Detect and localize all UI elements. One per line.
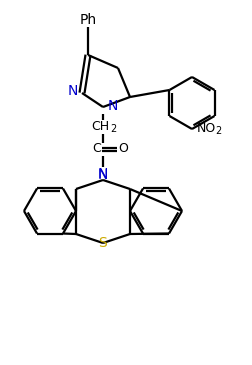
- Text: N: N: [68, 84, 78, 98]
- Text: C: C: [92, 142, 101, 155]
- Text: S: S: [98, 236, 107, 250]
- Text: N: N: [98, 167, 108, 181]
- Text: O: O: [118, 142, 128, 155]
- Text: N: N: [107, 99, 118, 113]
- Text: N: N: [98, 168, 108, 182]
- Text: 2: 2: [109, 124, 116, 134]
- Text: 2: 2: [214, 126, 220, 136]
- Text: Ph: Ph: [79, 13, 96, 27]
- Text: NO: NO: [196, 122, 215, 134]
- Text: CH: CH: [90, 120, 109, 134]
